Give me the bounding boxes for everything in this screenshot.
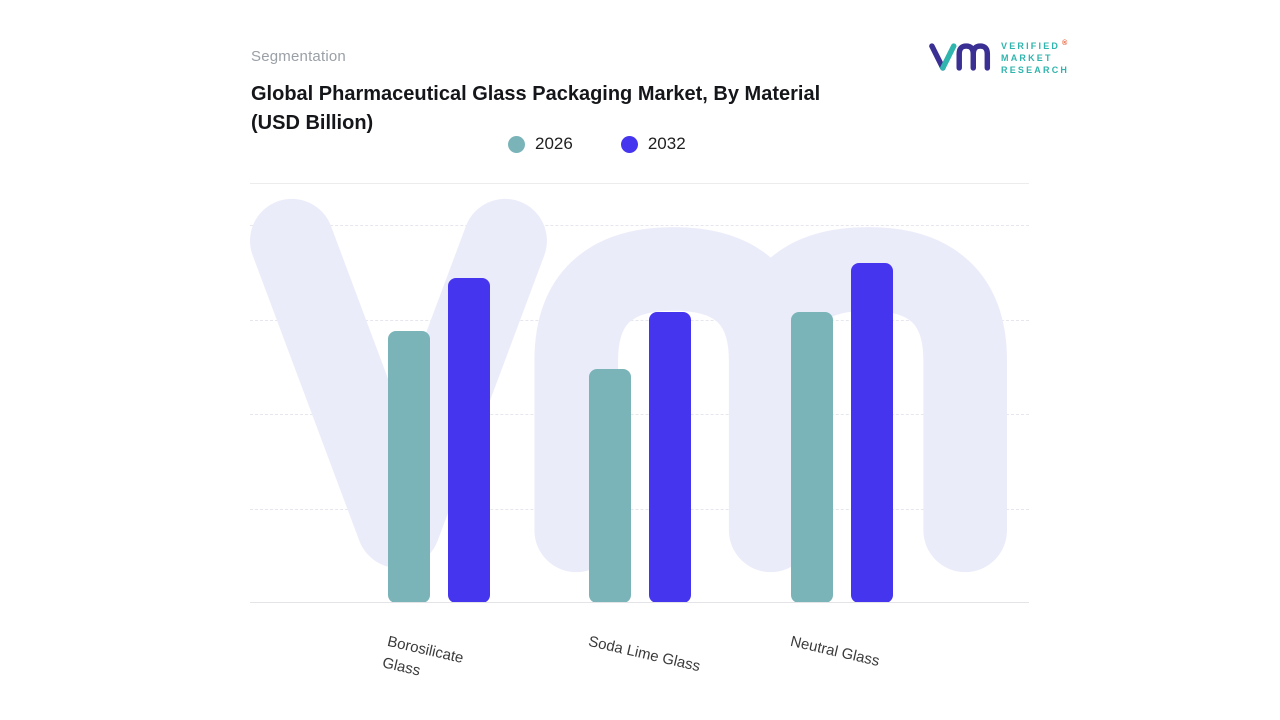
header-divider [250, 183, 1029, 184]
category-label: Borosilicate Glass [380, 632, 465, 680]
bar-2026[interactable] [589, 368, 632, 603]
vmr-logo: VERIFIED ® MARKET RESEARCH [928, 36, 1069, 78]
bar-2032[interactable] [447, 277, 490, 603]
legend-dot-2026 [508, 135, 525, 153]
bar-2032[interactable] [649, 311, 692, 603]
legend-label-2026: 2026 [535, 134, 573, 153]
registered-mark: ® [1062, 40, 1068, 47]
category-label: Neutral Glass [788, 632, 882, 670]
section-eyebrow: Segmentation [251, 48, 346, 65]
legend-label-2032: 2032 [647, 134, 686, 153]
bar-chart: Borosilicate Glass Soda Lime Glass Neutral… [250, 198, 1029, 679]
legend-item-2032[interactable]: 2032 [620, 134, 686, 154]
chart-title: Global Pharmaceutical Glass Packaging Ma… [251, 83, 821, 134]
bar-2026[interactable] [791, 311, 834, 603]
chart-legend: 2026 2032 [508, 134, 686, 154]
bar-2026[interactable] [387, 330, 430, 603]
bar-groups: Borosilicate Glass Soda Lime Glass Neutral… [250, 225, 1029, 679]
gridline [250, 225, 1029, 226]
logo-line-2: MARKET [1001, 53, 1053, 63]
legend-dot-2032 [620, 135, 638, 153]
vmr-logo-text: VERIFIED ® MARKET RESEARCH [1001, 39, 1069, 75]
bar-group: Borosilicate Glass [380, 225, 490, 679]
legend-item-2026[interactable]: 2026 [508, 134, 573, 154]
vmr-logo-icon [929, 43, 991, 71]
bar-group: Neutral Glass [789, 225, 894, 670]
x-axis-line [250, 602, 1029, 603]
bar-group: Soda Lime Glass [587, 225, 702, 675]
logo-line-1: VERIFIED ® [1001, 40, 1068, 51]
logo-line-3: RESEARCH [1001, 65, 1070, 75]
bar-2032[interactable] [851, 262, 894, 603]
category-label: Soda Lime Glass [586, 632, 703, 676]
